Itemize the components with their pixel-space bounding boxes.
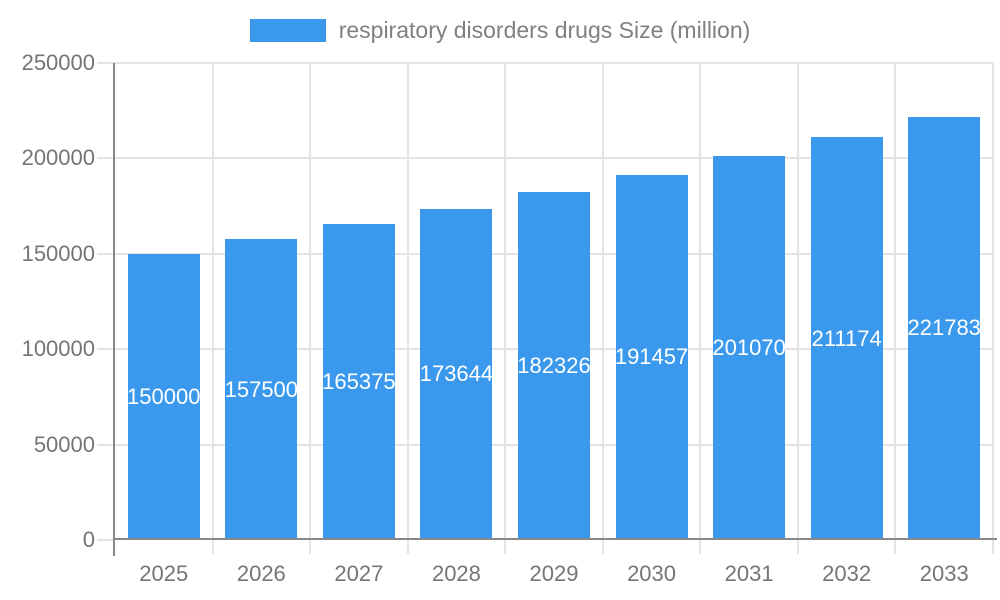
x-gridline [406, 63, 409, 540]
y-tick-label: 200000 [21, 145, 95, 171]
legend-swatch [249, 18, 326, 42]
legend-label: respiratory disorders drugs Size (millio… [338, 17, 751, 43]
bar-value-label: 201070 [713, 335, 786, 361]
y-tick [97, 443, 115, 446]
x-gridline [796, 63, 799, 540]
chart-legend: respiratory disorders drugs Size (millio… [0, 17, 1000, 43]
y-tick-label: 150000 [21, 240, 95, 266]
bar: 201070 [713, 156, 786, 540]
x-tick [309, 540, 312, 554]
y-tick-label: 50000 [33, 431, 95, 457]
bar: 182326 [518, 192, 590, 540]
bar-value-label: 157500 [225, 376, 298, 402]
x-axis-baseline [113, 538, 997, 540]
bar-value-label: 211174 [811, 325, 882, 351]
y-tick-label: 250000 [21, 50, 95, 75]
y-gridline [115, 62, 993, 64]
bar: 173644 [420, 208, 493, 540]
bar-value-label: 191457 [615, 344, 688, 370]
bar-value-label: 165375 [322, 369, 395, 395]
y-tick-label: 100000 [21, 336, 95, 362]
bar: 150000 [127, 253, 200, 540]
bar: 211174 [810, 137, 883, 540]
x-tick [601, 540, 604, 554]
x-tick-label: 2029 [529, 561, 579, 586]
bar: 157500 [225, 239, 298, 540]
x-gridline [504, 63, 507, 540]
bar-value-label: 182326 [518, 353, 590, 379]
x-tick [699, 540, 702, 554]
x-tick-label: 2031 [724, 561, 774, 586]
y-tick [97, 157, 115, 160]
x-gridline [309, 63, 312, 540]
x-gridline [992, 63, 994, 540]
y-axis-line [113, 63, 115, 556]
x-tick-label: 2026 [236, 561, 286, 586]
x-gridline [601, 63, 604, 540]
x-tick-label: 2032 [822, 561, 872, 586]
x-tick-label: 2033 [919, 561, 969, 586]
bar: 221783 [908, 116, 981, 540]
y-tick [97, 62, 115, 64]
bar: 165375 [322, 224, 395, 540]
bar-value-label: 221783 [908, 315, 981, 341]
x-gridline [211, 63, 214, 540]
x-tick [504, 540, 507, 554]
x-tick-label: 2025 [139, 561, 189, 586]
x-gridline [894, 63, 897, 540]
bar-value-label: 150000 [127, 383, 200, 409]
x-gridline [699, 63, 702, 540]
bar: 191457 [615, 174, 688, 540]
bar-value-label: 173644 [420, 361, 493, 387]
y-tick [97, 348, 115, 351]
y-tick [97, 539, 115, 541]
y-tick [97, 252, 115, 255]
y-tick-label: 0 [82, 527, 95, 552]
x-tick-label: 2028 [431, 561, 481, 586]
x-tick-label: 2030 [627, 561, 677, 586]
x-tick [796, 540, 799, 554]
x-tick [894, 540, 897, 554]
x-tick [992, 540, 994, 554]
x-tick-label: 2027 [334, 561, 384, 586]
y-gridline [115, 157, 993, 160]
x-tick [211, 540, 214, 554]
x-tick [406, 540, 409, 554]
